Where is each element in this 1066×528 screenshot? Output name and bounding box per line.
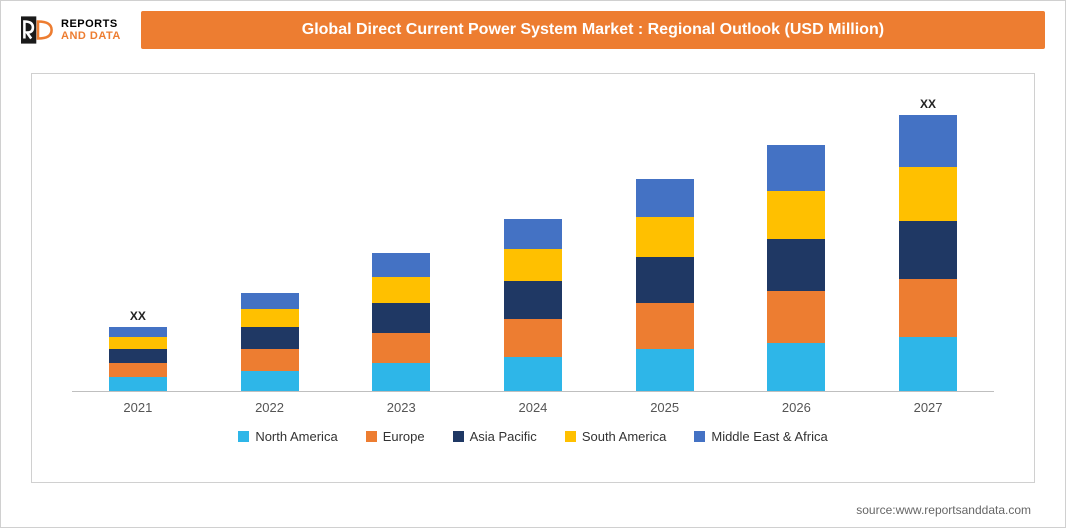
logo: REPORTS AND DATA	[21, 16, 121, 44]
bar-top-label: XX	[130, 309, 146, 323]
bar-segment	[241, 349, 299, 371]
x-tick-label: 2025	[636, 400, 694, 415]
bar-group	[636, 179, 694, 391]
logo-text: REPORTS AND DATA	[61, 18, 121, 42]
bar-segment	[241, 371, 299, 391]
stacked-bar	[899, 115, 957, 391]
bar-segment	[767, 343, 825, 391]
legend-swatch-icon	[366, 431, 377, 442]
stacked-bar	[109, 327, 167, 391]
bar-segment	[372, 333, 430, 363]
chart-title: Global Direct Current Power System Marke…	[141, 11, 1045, 49]
legend-item: Europe	[366, 429, 425, 444]
bar-segment	[767, 191, 825, 239]
logo-mark-icon	[21, 16, 55, 44]
legend-swatch-icon	[238, 431, 249, 442]
stacked-bar	[767, 145, 825, 391]
plot-area: XX XX	[72, 92, 994, 392]
x-tick-label: 2022	[241, 400, 299, 415]
bar-segment	[504, 249, 562, 281]
bar-segment	[636, 257, 694, 303]
bar-segment	[899, 279, 957, 337]
bar-group	[767, 145, 825, 391]
bar-group: XX	[109, 327, 167, 391]
bar-segment	[636, 303, 694, 349]
stacked-bar	[636, 179, 694, 391]
bar-segment	[241, 327, 299, 349]
bar-segment	[109, 363, 167, 377]
bar-group	[504, 219, 562, 391]
legend-swatch-icon	[565, 431, 576, 442]
stacked-bar	[372, 253, 430, 391]
bar-segment	[504, 281, 562, 319]
x-tick-label: 2026	[767, 400, 825, 415]
bar-segment	[109, 337, 167, 349]
bar-segment	[767, 291, 825, 343]
bar-segment	[899, 221, 957, 279]
bar-segment	[372, 277, 430, 303]
legend-label: Europe	[383, 429, 425, 444]
bar-segment	[109, 377, 167, 391]
bar-segment	[109, 327, 167, 337]
legend: North America Europe Asia Pacific South Ame…	[62, 429, 1004, 444]
bars-container: XX XX	[72, 92, 994, 391]
x-tick-label: 2024	[504, 400, 562, 415]
bar-segment	[241, 309, 299, 327]
bar-top-label: XX	[920, 97, 936, 111]
bar-segment	[636, 217, 694, 257]
bar-segment	[504, 319, 562, 357]
x-tick-label: 2023	[372, 400, 430, 415]
stacked-bar	[504, 219, 562, 391]
legend-swatch-icon	[453, 431, 464, 442]
bar-segment	[636, 349, 694, 391]
chart-container: { "logo": { "reports": "REPORTS", "and_d…	[0, 0, 1066, 528]
bar-segment	[372, 253, 430, 277]
bar-segment	[504, 357, 562, 391]
bar-segment	[767, 145, 825, 191]
chart-panel: XX XX 2021 2022 2023 2024 2025 2026 2027 North …	[31, 73, 1035, 483]
x-axis-labels: 2021 2022 2023 2024 2025 2026 2027	[72, 400, 994, 415]
legend-label: Middle East & Africa	[711, 429, 827, 444]
legend-item: Asia Pacific	[453, 429, 537, 444]
bar-segment	[504, 219, 562, 249]
logo-line2: AND DATA	[61, 30, 121, 42]
x-tick-label: 2021	[109, 400, 167, 415]
bar-segment	[636, 179, 694, 217]
bar-segment	[899, 167, 957, 221]
bar-segment	[109, 349, 167, 363]
bar-segment	[372, 363, 430, 391]
bar-segment	[899, 337, 957, 391]
legend-swatch-icon	[694, 431, 705, 442]
legend-item: South America	[565, 429, 667, 444]
bar-group	[241, 293, 299, 391]
legend-label: Asia Pacific	[470, 429, 537, 444]
bar-segment	[767, 239, 825, 291]
bar-group	[372, 253, 430, 391]
bar-group: XX	[899, 115, 957, 391]
legend-item: North America	[238, 429, 337, 444]
header: REPORTS AND DATA Global Direct Current P…	[1, 1, 1065, 59]
bar-segment	[372, 303, 430, 333]
legend-item: Middle East & Africa	[694, 429, 827, 444]
bar-segment	[241, 293, 299, 309]
x-tick-label: 2027	[899, 400, 957, 415]
stacked-bar	[241, 293, 299, 391]
logo-line1: REPORTS	[61, 18, 121, 30]
legend-label: North America	[255, 429, 337, 444]
bar-segment	[899, 115, 957, 167]
source-text: source:www.reportsanddata.com	[856, 503, 1031, 517]
legend-label: South America	[582, 429, 667, 444]
